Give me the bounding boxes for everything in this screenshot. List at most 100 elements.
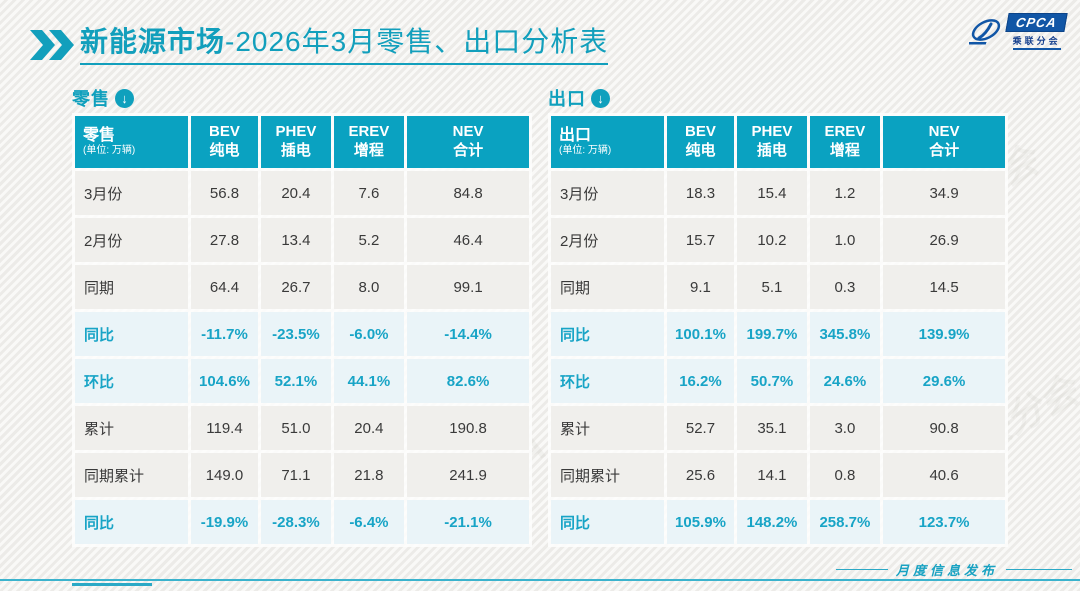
cell-value: 1.2	[809, 171, 881, 215]
bottom-accent	[72, 583, 152, 586]
cell-value: 9.1	[666, 265, 735, 309]
col-en: BEV	[685, 123, 716, 141]
row-label: 同比	[551, 500, 664, 544]
col-header-erev: EREV 增程	[333, 116, 405, 168]
table-row: 同期 64.4 26.7 8.0 99.1	[75, 265, 529, 309]
row-label: 同比	[75, 312, 188, 356]
cell-value: 0.3	[809, 265, 881, 309]
cpca-swoosh-icon	[969, 18, 1001, 44]
cell-value: 18.3	[666, 171, 735, 215]
row-label: 同比	[551, 312, 664, 356]
export-table-block: 出口 ↓ 出口 (单位: 万辆) BEV 纯电 PHEV 插电 EREV 增程 NEV…	[548, 86, 1008, 547]
row-label: 2月份	[551, 218, 664, 262]
cell-value: 64.4	[190, 265, 259, 309]
table-row: 累计 52.7 35.1 3.0 90.8	[551, 406, 1005, 450]
cell-value: -19.9%	[190, 500, 259, 544]
table-row: 同期累计 149.0 71.1 21.8 241.9	[75, 453, 529, 497]
cell-value: 7.6	[333, 171, 405, 215]
col-en: EREV	[348, 123, 390, 141]
col-header-phev: PHEV 插电	[737, 116, 807, 168]
corner-title: 出口	[559, 126, 592, 144]
cell-value: 149.0	[190, 453, 259, 497]
cpca-logo: CPCA 乘联分会	[969, 13, 1068, 50]
page-title: 新能源市场-2026年3月零售、出口分析表	[80, 25, 609, 65]
row-label: 3月份	[551, 171, 664, 215]
table-row: 同比 100.1% 199.7% 345.8% 139.9%	[551, 312, 1005, 356]
table-row: 2月份 27.8 13.4 5.2 46.4	[75, 218, 529, 262]
page-title-rest: -2026年3月零售、出口分析表	[225, 26, 609, 57]
export-section-label: 出口	[548, 89, 586, 109]
cell-value: 21.8	[333, 453, 405, 497]
corner-unit: (单位: 万辆)	[559, 145, 612, 157]
cell-value: 258.7%	[809, 500, 881, 544]
table-row: 2月份 15.7 10.2 1.0 26.9	[551, 218, 1005, 262]
footer-note: 月度信息发布	[835, 560, 1072, 579]
cell-value: 100.1%	[666, 312, 735, 356]
cell-value: 241.9	[407, 453, 529, 497]
col-en: NEV	[928, 123, 960, 141]
col-en: PHEV	[275, 123, 317, 141]
table-row: 同比 -11.7% -23.5% -6.0% -14.4%	[75, 312, 529, 356]
col-cn: 纯电	[209, 142, 240, 159]
cell-value: 27.8	[190, 218, 259, 262]
retail-table-block: 零售 ↓ 零售 (单位: 万辆) BEV 纯电 PHEV 插电 EREV 增程 NEV…	[72, 86, 532, 547]
row-label: 3月份	[75, 171, 188, 215]
cell-value: 14.1	[737, 453, 807, 497]
col-cn: 增程	[829, 142, 860, 159]
row-label: 2月份	[75, 218, 188, 262]
col-cn: 纯电	[685, 142, 716, 159]
cell-value: 1.0	[809, 218, 881, 262]
col-header-phev: PHEV 插电	[261, 116, 331, 168]
col-header-nev: NEV 合计	[883, 116, 1005, 168]
cell-value: 46.4	[407, 218, 529, 262]
cell-value: 51.0	[261, 406, 331, 450]
cell-value: 104.6%	[190, 359, 259, 403]
row-label: 环比	[75, 359, 188, 403]
cpca-logo-cn: 乘联分会	[1012, 34, 1061, 50]
row-label: 环比	[551, 359, 664, 403]
cell-value: 52.7	[666, 406, 735, 450]
row-label: 同期累计	[551, 453, 664, 497]
col-en: PHEV	[751, 123, 793, 141]
cell-value: 148.2%	[737, 500, 807, 544]
tables-wrap: 零售 ↓ 零售 (单位: 万辆) BEV 纯电 PHEV 插电 EREV 增程 NEV…	[72, 86, 1008, 547]
cell-value: 15.7	[666, 218, 735, 262]
col-header-bev: BEV 纯电	[666, 116, 735, 168]
down-arrow-icon: ↓	[115, 88, 134, 108]
cell-value: 29.6%	[883, 359, 1005, 403]
col-header-bev: BEV 纯电	[190, 116, 259, 168]
table-row: 同比 105.9% 148.2% 258.7% 123.7%	[551, 500, 1005, 544]
page-title-bold: 新能源市场	[80, 26, 226, 57]
row-label: 累计	[75, 406, 188, 450]
col-cn: 增程	[353, 142, 384, 159]
cell-value: -14.4%	[407, 312, 529, 356]
row-label: 同期	[551, 265, 664, 309]
cell-value: 35.1	[737, 406, 807, 450]
cell-value: 25.6	[666, 453, 735, 497]
cell-value: 3.0	[809, 406, 881, 450]
cell-value: 345.8%	[809, 312, 881, 356]
col-header-nev: NEV 合计	[407, 116, 529, 168]
retail-header-row: 零售 (单位: 万辆) BEV 纯电 PHEV 插电 EREV 增程 NEV 合计	[75, 116, 529, 168]
retail-section-label: 零售	[72, 89, 110, 109]
retail-corner-header: 零售 (单位: 万辆)	[75, 116, 188, 168]
cell-value: 90.8	[883, 406, 1005, 450]
cell-value: 5.1	[737, 265, 807, 309]
cell-value: 40.6	[883, 453, 1005, 497]
cell-value: -11.7%	[190, 312, 259, 356]
cell-value: 16.2%	[666, 359, 735, 403]
col-en: EREV	[824, 123, 866, 141]
cell-value: 20.4	[261, 171, 331, 215]
double-chevron-right-icon	[30, 30, 74, 60]
cell-value: 26.9	[883, 218, 1005, 262]
table-row: 同比 -19.9% -28.3% -6.4% -21.1%	[75, 500, 529, 544]
retail-section-head: 零售 ↓	[72, 86, 532, 110]
cell-value: 24.6%	[809, 359, 881, 403]
table-row: 环比 104.6% 52.1% 44.1% 82.6%	[75, 359, 529, 403]
cpca-logo-text: CPCA	[1005, 13, 1068, 32]
cell-value: 71.1	[261, 453, 331, 497]
cell-value: -28.3%	[261, 500, 331, 544]
corner-unit: (单位: 万辆)	[83, 145, 136, 157]
table-row: 累计 119.4 51.0 20.4 190.8	[75, 406, 529, 450]
